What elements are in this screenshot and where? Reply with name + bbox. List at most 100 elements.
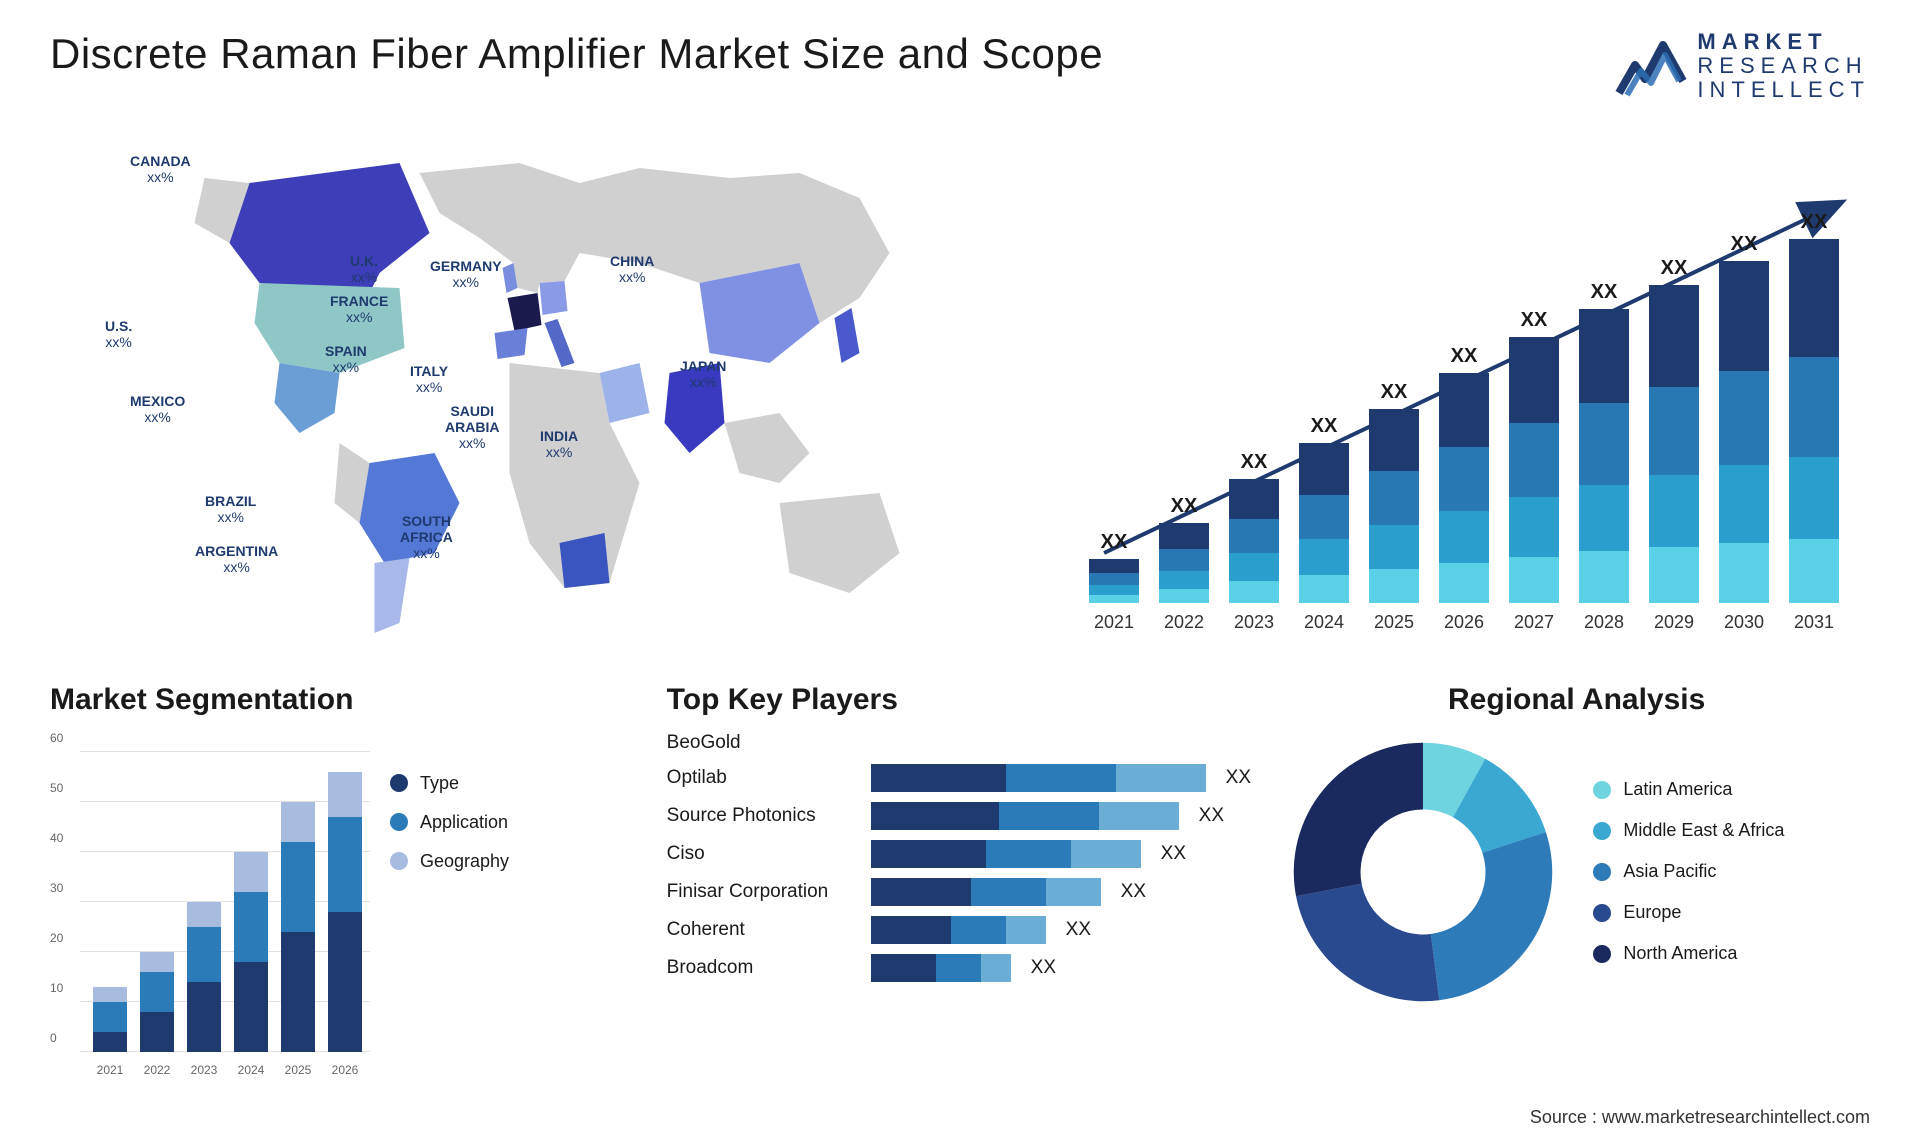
bar-segment <box>1159 549 1209 571</box>
bar-segment <box>1719 371 1769 465</box>
bar-segment <box>1116 764 1206 792</box>
donut-wrap: Latin AmericaMiddle East & AfricaAsia Pa… <box>1283 732 1870 1012</box>
bar-segment <box>981 954 1011 982</box>
bar-segment <box>1299 443 1349 495</box>
bar-segment <box>1439 447 1489 511</box>
bar-segment <box>1099 802 1179 830</box>
bar-segment <box>1369 409 1419 471</box>
key-player-row: CoherentXX <box>667 916 1254 944</box>
legend-dot-icon <box>1593 822 1611 840</box>
bar-segment <box>1579 485 1629 551</box>
bar-segment <box>1789 239 1839 357</box>
bar-segment <box>871 954 936 982</box>
bar-segment <box>140 1012 174 1052</box>
bar-segment <box>328 912 362 1052</box>
bar-segment <box>1509 423 1559 497</box>
bar-segment <box>1299 575 1349 603</box>
donut-slice <box>1296 883 1439 1001</box>
bar-segment <box>1369 525 1419 569</box>
bar-segment <box>1789 457 1839 539</box>
bar-segment <box>1046 878 1101 906</box>
map-label: SPAINxx% <box>325 343 367 375</box>
legend-item: Middle East & Africa <box>1593 820 1784 841</box>
bar-segment <box>281 932 315 1052</box>
bar-segment <box>1509 497 1559 557</box>
bar-segment <box>1229 581 1279 603</box>
map-label: SOUTHAFRICAxx% <box>400 513 453 561</box>
map-label: MEXICOxx% <box>130 393 185 425</box>
legend-item: Type <box>390 773 509 794</box>
bar-segment <box>951 916 1006 944</box>
y-axis-label: 30 <box>50 881 63 895</box>
bar-segment <box>1159 523 1209 549</box>
map-label: INDIAxx% <box>540 428 578 460</box>
page-title: Discrete Raman Fiber Amplifier Market Si… <box>50 30 1103 78</box>
map-label: ITALYxx% <box>410 363 448 395</box>
key-player-name: Ciso <box>667 843 857 865</box>
key-player-value: XX <box>1121 881 1146 903</box>
brand-logo: MARKET RESEARCH INTELLECT <box>1615 30 1870 103</box>
key-players-title: Top Key Players <box>667 683 1254 717</box>
bar-year-label: 2029 <box>1654 612 1694 633</box>
bar-segment <box>1509 557 1559 603</box>
bar-segment <box>1006 916 1046 944</box>
bar-segment <box>1649 547 1699 603</box>
key-player-name: Broadcom <box>667 957 857 979</box>
legend-item: North America <box>1593 943 1784 964</box>
map-label: SAUDIARABIAxx% <box>445 403 499 451</box>
x-axis-label: 2023 <box>191 1063 218 1077</box>
key-player-row: OptilabXX <box>667 764 1254 792</box>
bar-segment <box>1089 585 1139 595</box>
legend-item: Europe <box>1593 902 1784 923</box>
key-players-panel: Top Key Players BeoGoldOptilabXXSource P… <box>667 683 1254 1113</box>
legend-label: North America <box>1623 943 1737 964</box>
bar-segment <box>871 916 951 944</box>
bar-segment <box>1439 373 1489 447</box>
bar-segment <box>93 987 127 1002</box>
regional-title: Regional Analysis <box>1283 683 1870 717</box>
bar-segment <box>1579 551 1629 603</box>
key-player-value: XX <box>1066 919 1091 941</box>
bar-value-label: XX <box>1591 281 1618 304</box>
donut-slice <box>1294 742 1423 895</box>
bar-year-label: 2022 <box>1164 612 1204 633</box>
bar-segment <box>1159 589 1209 603</box>
segmentation-bar <box>93 987 127 1052</box>
forecast-stacked-bar-chart: XX2021XX2022XX2023XX2024XX2025XX2026XX20… <box>1069 183 1870 643</box>
forecast-bar: XX2021 <box>1089 559 1139 603</box>
map-label: CANADAxx% <box>130 153 191 185</box>
bar-segment <box>234 962 268 1052</box>
key-player-row: CisoXX <box>667 840 1254 868</box>
bar-segment <box>1089 595 1139 603</box>
bar-segment <box>93 1002 127 1032</box>
legend-label: Latin America <box>1623 779 1732 800</box>
forecast-bar: XX2030 <box>1719 261 1769 603</box>
forecast-chart-panel: XX2021XX2022XX2023XX2024XX2025XX2026XX20… <box>1069 123 1870 643</box>
gridline <box>80 851 370 852</box>
key-player-name: Finisar Corporation <box>667 881 857 903</box>
bar-segment <box>187 982 221 1052</box>
bar-segment <box>971 878 1046 906</box>
map-country-eu_sp <box>495 328 528 359</box>
bar-segment <box>1789 357 1839 457</box>
legend-dot-icon <box>390 774 408 792</box>
x-axis-label: 2021 <box>97 1063 124 1077</box>
bar-segment <box>281 802 315 842</box>
world-map-panel: CANADAxx%U.S.xx%MEXICOxx%BRAZILxx%ARGENT… <box>50 123 1029 643</box>
bar-year-label: 2021 <box>1094 612 1134 633</box>
legend-dot-icon <box>1593 863 1611 881</box>
bar-segment <box>1509 337 1559 423</box>
bar-year-label: 2025 <box>1374 612 1414 633</box>
bar-year-label: 2028 <box>1584 612 1624 633</box>
bar-segment <box>1439 511 1489 563</box>
forecast-bar: XX2024 <box>1299 443 1349 603</box>
segmentation-bar <box>140 952 174 1052</box>
legend-item: Latin America <box>1593 779 1784 800</box>
bar-segment <box>1719 465 1769 543</box>
key-player-row: Finisar Corporation XX <box>667 878 1254 906</box>
regional-donut-chart <box>1283 732 1563 1012</box>
bar-segment <box>1439 563 1489 603</box>
bar-value-label: XX <box>1731 233 1758 256</box>
x-axis-label: 2025 <box>285 1063 312 1077</box>
map-country-sa_arg <box>375 558 410 633</box>
